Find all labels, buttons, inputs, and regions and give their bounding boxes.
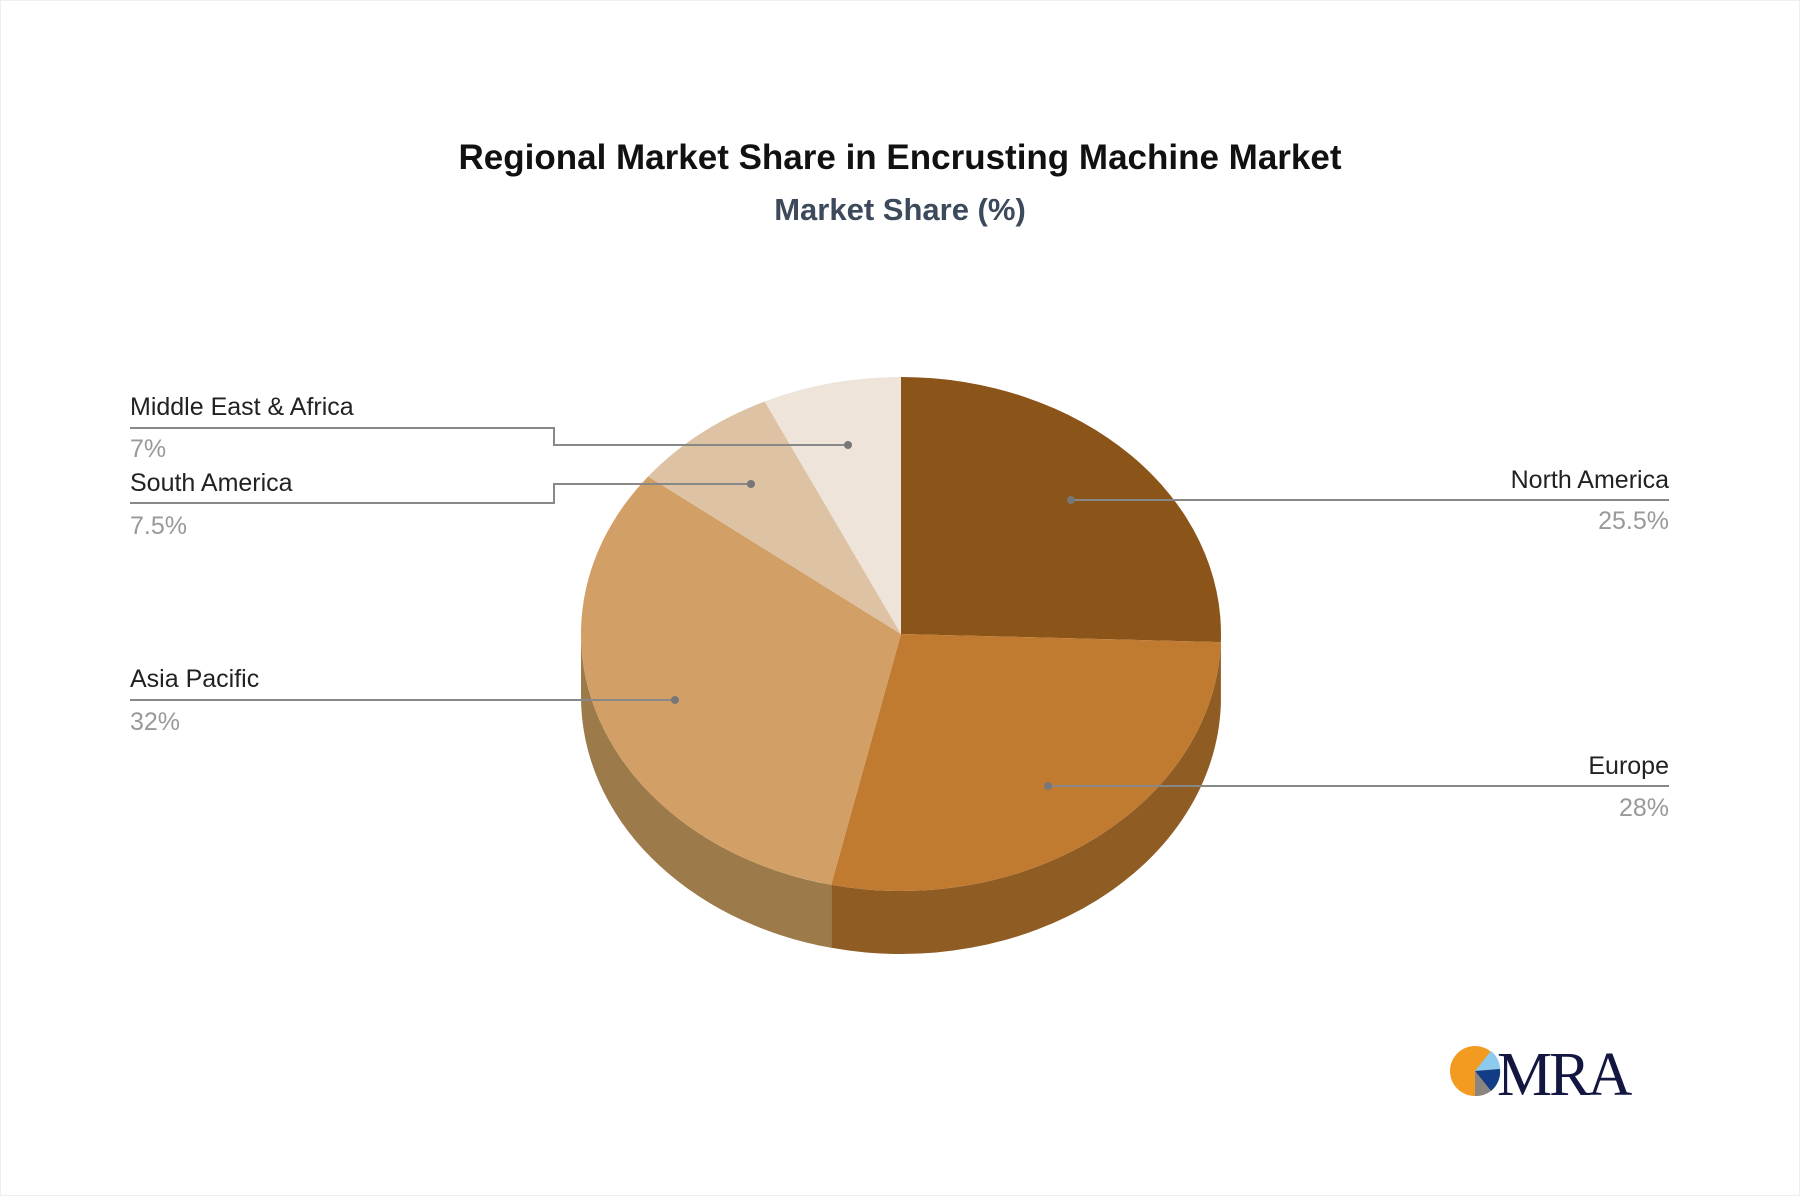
pie-slice-europe[interactable] xyxy=(831,634,1221,891)
chart-title: Regional Market Share in Encrusting Mach… xyxy=(458,138,1342,177)
pie-slice-south-america[interactable] xyxy=(648,401,901,634)
pie-slice-asia-pacific[interactable] xyxy=(580,476,901,885)
slice-value-asia-pacific: 32% xyxy=(130,708,180,736)
slice-value-south-america: 7.5% xyxy=(130,512,187,540)
leader-dot-north-america xyxy=(1067,496,1075,504)
slice-label-asia-pacific: Asia Pacific xyxy=(130,665,259,693)
slice-label-middle-east-africa: Middle East & Africa xyxy=(130,393,354,421)
pie-slice-north-america[interactable] xyxy=(901,377,1221,643)
leader-dot-south-america xyxy=(747,480,755,488)
slice-value-middle-east-africa: 7% xyxy=(130,435,166,463)
mra-logo: MRA xyxy=(1450,1041,1635,1109)
leader-dot-asia-pacific xyxy=(671,696,679,704)
slice-label-south-america: South America xyxy=(130,469,293,497)
slice-value-europe: 28% xyxy=(1619,794,1669,822)
slice-label-north-america: North America xyxy=(1511,466,1669,494)
leader-line-middle-east-africa xyxy=(130,427,848,446)
logo-text: MRA xyxy=(1497,1041,1632,1109)
pie-side-europe xyxy=(831,642,1221,954)
leader-dot-middle-east-africa xyxy=(844,441,852,449)
slice-value-north-america: 25.5% xyxy=(1598,507,1669,535)
chart-subtitle: Market Share (%) xyxy=(774,192,1026,227)
pie-slice-middle-east-africa[interactable] xyxy=(764,377,901,634)
leader-dot-europe xyxy=(1044,782,1052,790)
slice-label-europe: Europe xyxy=(1588,752,1669,780)
pie-side-asia-pacific xyxy=(581,634,832,948)
leader-line-south-america xyxy=(130,483,751,504)
